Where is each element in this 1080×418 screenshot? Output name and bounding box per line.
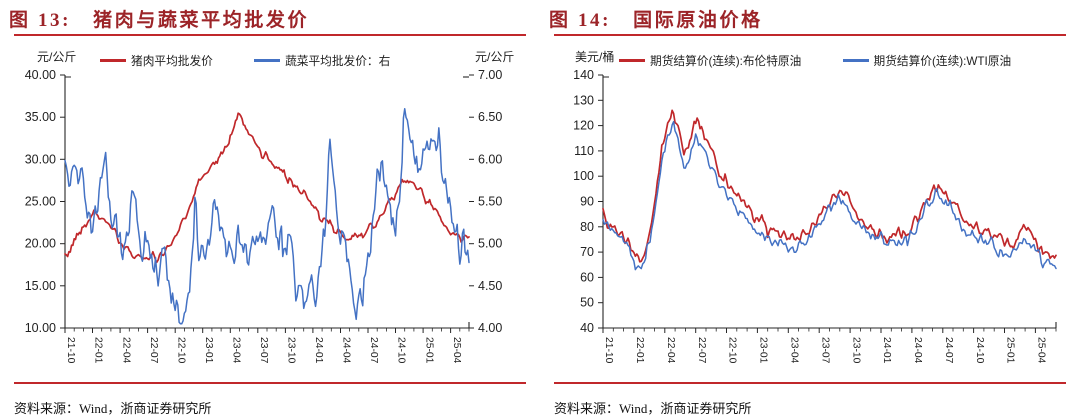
svg-text:24-10: 24-10	[396, 337, 407, 364]
svg-text:60: 60	[580, 270, 594, 284]
svg-text:25-04: 25-04	[451, 337, 462, 364]
svg-text:22-04: 22-04	[665, 337, 676, 364]
svg-text:23-10: 23-10	[850, 337, 861, 364]
svg-text:50: 50	[580, 296, 594, 310]
svg-text:24-04: 24-04	[341, 337, 352, 364]
svg-text:40: 40	[580, 321, 594, 335]
svg-text:24-07: 24-07	[368, 337, 379, 364]
svg-text:6.50: 6.50	[478, 110, 502, 124]
svg-text:24-10: 24-10	[974, 337, 985, 364]
svg-text:4.50: 4.50	[478, 279, 502, 293]
svg-text:23-01: 23-01	[203, 337, 214, 364]
svg-text:23-04: 23-04	[789, 337, 800, 364]
svg-text:22-07: 22-07	[696, 337, 707, 364]
svg-text:22-01: 22-01	[634, 337, 645, 364]
svg-text:5.00: 5.00	[478, 237, 502, 251]
svg-text:70: 70	[580, 245, 594, 259]
svg-text:23-10: 23-10	[286, 337, 297, 364]
svg-text:5.50: 5.50	[478, 195, 502, 209]
svg-text:25-04: 25-04	[1036, 337, 1047, 364]
svg-text:24-01: 24-01	[881, 337, 892, 364]
svg-text:110: 110	[574, 144, 594, 158]
svg-text:23-07: 23-07	[819, 337, 830, 364]
svg-text:24-01: 24-01	[313, 337, 324, 364]
svg-text:22-04: 22-04	[120, 337, 131, 364]
svg-text:25-01: 25-01	[423, 337, 434, 364]
svg-text:23-07: 23-07	[258, 337, 269, 364]
svg-text:15.00: 15.00	[25, 279, 56, 293]
svg-text:100: 100	[573, 169, 594, 183]
svg-text:元/公斤: 元/公斤	[37, 50, 76, 64]
svg-text:21-10: 21-10	[65, 337, 76, 364]
svg-text:120: 120	[573, 119, 594, 133]
svg-text:23-01: 23-01	[758, 337, 769, 364]
svg-text:22-10: 22-10	[727, 337, 738, 364]
svg-text:美元/桶: 美元/桶	[575, 49, 614, 64]
svg-text:7.00: 7.00	[478, 68, 502, 82]
svg-text:元/公斤: 元/公斤	[475, 50, 514, 64]
svg-text:24-07: 24-07	[943, 337, 954, 364]
svg-text:25.00: 25.00	[25, 195, 56, 209]
svg-text:20.00: 20.00	[25, 237, 56, 251]
svg-text:4.00: 4.00	[478, 321, 502, 335]
svg-text:23-04: 23-04	[231, 337, 242, 364]
svg-text:80: 80	[580, 220, 594, 234]
svg-text:30.00: 30.00	[25, 152, 56, 166]
svg-text:10.00: 10.00	[25, 321, 56, 335]
svg-text:35.00: 35.00	[25, 110, 56, 124]
svg-text:130: 130	[573, 93, 594, 107]
svg-text:21-10: 21-10	[603, 337, 614, 364]
svg-text:22-01: 22-01	[93, 337, 104, 364]
svg-text:6.00: 6.00	[478, 152, 502, 166]
svg-text:24-04: 24-04	[912, 337, 923, 364]
svg-text:140: 140	[573, 68, 594, 82]
svg-text:22-10: 22-10	[175, 337, 186, 364]
svg-text:90: 90	[580, 195, 594, 209]
svg-text:25-01: 25-01	[1005, 337, 1016, 364]
svg-text:40.00: 40.00	[25, 68, 56, 82]
svg-text:22-07: 22-07	[148, 337, 159, 364]
